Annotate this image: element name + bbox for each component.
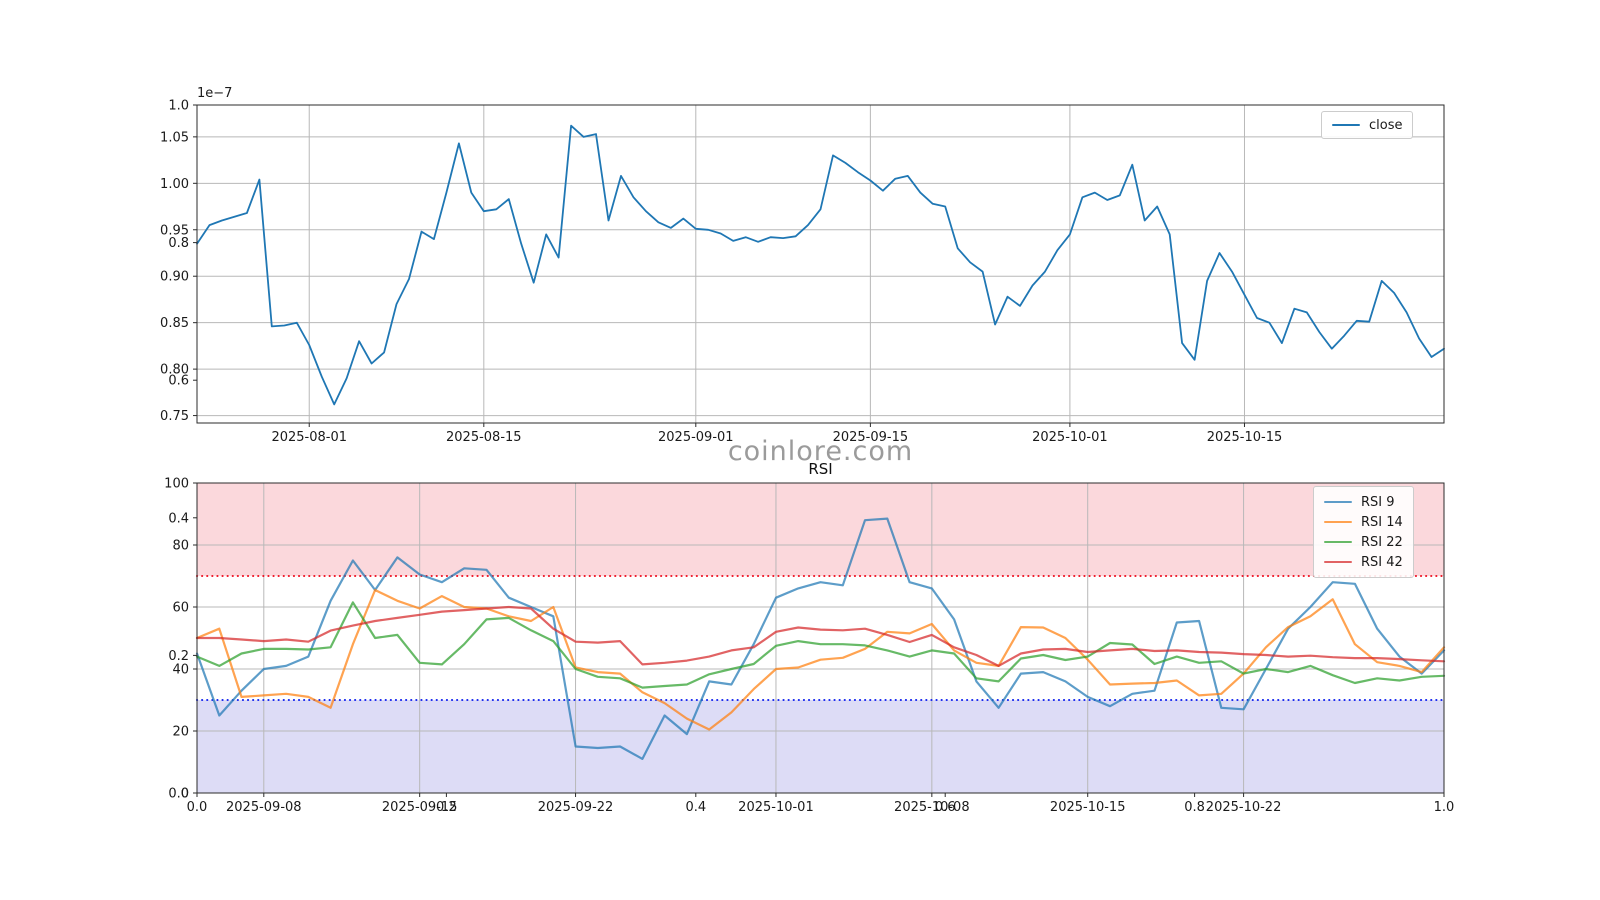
y-tick-label: 1.00 [160,177,189,192]
x-tick-label: 2025-10-08 [894,800,970,815]
overlay-y-tick-label: 0.2 [168,649,189,664]
legend-label: RSI 42 [1361,554,1403,570]
band-overbought [197,483,1444,576]
x-tick-label: 2025-10-22 [1206,800,1282,815]
x-tick-label: 2025-08-15 [446,430,522,445]
x-tick-label: 2025-09-22 [538,800,614,815]
watermark: coinlore.com [727,436,914,467]
legend-label: RSI 14 [1361,514,1403,530]
x-tick-label: 2025-09-15 [833,430,909,445]
overlay-x-tick-label: 0.0 [187,800,208,815]
x-tick-label: 2025-09-08 [226,800,302,815]
rsi-legend: RSI 9 RSI 14 RSI 22 RSI 42 [1313,486,1414,578]
rsi-14-line [195,588,1446,731]
overlay-y-tick-label: 0.6 [168,374,189,389]
legend-line-swatch [1324,560,1352,564]
y-tick-label: 60 [172,601,189,616]
x-tick-label: 2025-08-01 [271,430,347,445]
legend-item: RSI 9 [1324,492,1403,512]
y-tick-label: 1.05 [160,130,189,145]
y-tick-label: 20 [172,725,189,740]
x-tick-label: 2025-10-01 [1032,430,1108,445]
x-tick-label: 2025-10-01 [738,800,814,815]
price-axes-frame [196,104,1445,424]
overlay-x-tick-label: 0.8 [1184,800,1205,815]
overlay-y-tick-label: 0.8 [168,236,189,251]
x-tick-label: 2025-09-15 [382,800,458,815]
legend-item: RSI 14 [1324,512,1403,532]
rsi-42-line [195,605,1446,668]
rsi-title: RSI [808,460,833,478]
legend-item: close [1332,117,1402,133]
overlay-x-tick-label: 0.4 [685,800,706,815]
x-tick-label: 2025-10-15 [1207,430,1283,445]
close-line [196,124,1445,406]
overlay-y-tick-label: 0.0 [168,787,189,802]
legend-item: RSI 42 [1324,552,1403,572]
y-tick-label: 0 [181,787,189,802]
y-tick-label: 0.75 [160,409,189,424]
legend-label: RSI 22 [1361,534,1403,550]
y-tick-label: 0.85 [160,316,189,331]
band-oversold [197,700,1444,793]
overlay-x-tick-label: 0.2 [436,800,457,815]
rsi-9-line [195,517,1446,761]
legend-label: RSI 9 [1361,494,1395,510]
y-tick-label: 0.95 [160,223,189,238]
y-tick-label: 100 [164,477,189,492]
legend-line-swatch [1324,500,1352,504]
overlay-y-tick-label: 0.4 [168,511,189,526]
overlay-x-tick-label: 0.6 [935,800,956,815]
y-tick-label: 40 [172,663,189,678]
legend-line-swatch [1324,540,1352,544]
legend-line-swatch [1324,520,1352,524]
y-axis-offset-label: 1e−7 [197,86,233,101]
y-tick-label: 0.80 [160,363,189,378]
x-tick-label: 2025-09-01 [658,430,734,445]
overlay-x-tick-label: 1.0 [1434,800,1455,815]
y-tick-label: 0.90 [160,270,189,285]
legend-line-swatch [1332,123,1360,127]
y-tick-label: 80 [172,539,189,554]
x-tick-label: 2025-10-15 [1050,800,1126,815]
rsi-axes-frame [196,482,1445,794]
rsi-22-line [195,601,1446,689]
price-legend: close [1321,111,1414,139]
overlay-y-tick-label: 1.0 [168,99,189,114]
legend-label: close [1369,117,1403,133]
legend-item: RSI 22 [1324,532,1403,552]
